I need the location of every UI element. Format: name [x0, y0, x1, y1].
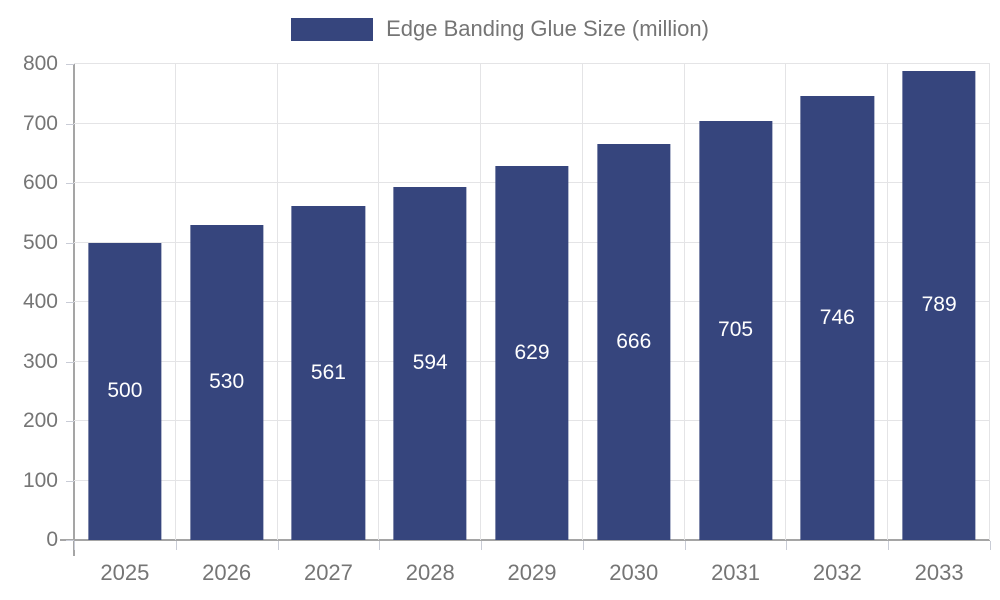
x-tick-mark	[74, 541, 75, 550]
gridline-vertical	[887, 64, 889, 540]
x-tick-label: 2030	[609, 560, 659, 585]
y-tick-mark	[66, 183, 74, 184]
bar: 530	[190, 224, 264, 540]
y-tick-mark	[66, 302, 74, 303]
x-tick-label: 2032	[812, 560, 862, 585]
y-tick-mark	[66, 361, 74, 363]
plot-area: 500 530 561 594 629 666 705 746 789	[74, 63, 990, 540]
bar: 705	[698, 120, 773, 540]
y-tick-label: 600	[22, 171, 58, 194]
x-tick-label: 2025	[100, 560, 150, 585]
x-tick-label: 2028	[405, 560, 455, 585]
bar-value-label: 530	[209, 370, 245, 394]
x-tick-label: 2026	[202, 560, 252, 585]
y-tick-mark	[66, 421, 74, 422]
legend-swatch	[291, 17, 374, 41]
x-axis-line	[60, 539, 990, 541]
y-tick-label: 400	[22, 290, 58, 313]
gridline-vertical	[378, 64, 380, 540]
x-tick-mark	[990, 541, 991, 550]
gridline-horizontal	[74, 122, 990, 124]
bar-value-label: 789	[921, 293, 957, 317]
bar: 500	[88, 242, 162, 540]
bar: 789	[902, 70, 976, 540]
gridline-vertical	[480, 64, 482, 540]
bar-value-label: 746	[819, 306, 855, 330]
x-tick-mark	[277, 541, 279, 550]
x-tick-mark	[379, 541, 381, 550]
gridline-vertical	[989, 64, 990, 540]
gridline-vertical	[785, 64, 787, 540]
legend-label: Edge Banding Glue Size (million)	[386, 16, 709, 41]
x-tick-label: 2031	[711, 560, 761, 585]
x-tick-label: 2033	[914, 560, 964, 585]
bar-value-label: 629	[514, 340, 550, 364]
y-tick-label: 300	[22, 349, 58, 373]
x-tick-mark	[175, 541, 177, 550]
bar: 561	[291, 206, 366, 540]
x-tick-mark	[786, 541, 788, 550]
bar-value-label: 561	[310, 361, 346, 385]
x-tick-mark	[684, 541, 686, 550]
gridline-vertical	[174, 64, 176, 540]
y-tick-label: 700	[22, 111, 58, 135]
y-tick-mark	[66, 540, 74, 541]
y-tick-mark	[66, 123, 74, 125]
bar-value-label: 500	[107, 379, 143, 403]
bar-value-label: 594	[412, 351, 448, 375]
gridline-vertical	[683, 64, 685, 540]
gridline-horizontal	[74, 63, 990, 64]
x-tick-mark	[582, 541, 584, 550]
y-tick-label: 500	[22, 230, 58, 254]
bar: 746	[800, 96, 874, 540]
y-tick-mark	[66, 64, 74, 65]
bar: 666	[597, 143, 671, 540]
x-tick-label: 2027	[303, 560, 353, 585]
bar: 629	[495, 165, 569, 540]
y-axis-line	[73, 64, 75, 556]
y-tick-label: 200	[22, 409, 58, 432]
x-axis: 2025 2026 2027 2028 2029 2030 2031 2032 2033	[74, 560, 990, 590]
x-tick-mark	[888, 541, 890, 550]
gridline-vertical	[276, 64, 278, 540]
y-axis: 0 100 200 300 400 500 600 700 800	[0, 52, 58, 551]
bar-value-label: 666	[616, 329, 652, 353]
y-tick-label: 800	[22, 52, 58, 75]
y-tick-mark	[66, 480, 74, 482]
x-tick-label: 2029	[507, 560, 557, 585]
bar: 594	[393, 186, 467, 540]
gridline-vertical	[581, 64, 583, 540]
bar-value-label: 705	[718, 318, 754, 342]
y-tick-label: 0	[46, 528, 58, 551]
y-tick-label: 100	[22, 468, 58, 492]
y-tick-mark	[66, 242, 74, 244]
x-tick-mark	[481, 541, 483, 550]
chart-legend[interactable]: Edge Banding Glue Size (million)	[0, 16, 1000, 42]
